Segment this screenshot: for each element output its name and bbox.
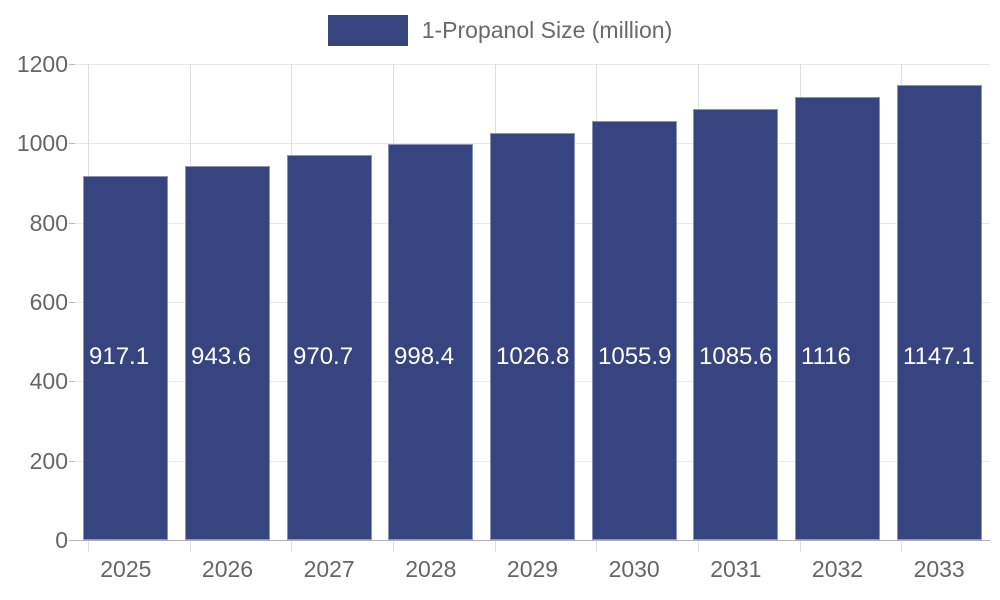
bar-value-label: 1085.6 xyxy=(699,343,773,370)
x-tick-label: 2028 xyxy=(405,556,457,582)
bar-value-label: 1147.1 xyxy=(903,343,975,370)
y-tick-label: 800 xyxy=(29,209,68,236)
y-tick-mark xyxy=(69,64,75,65)
bar[interactable] xyxy=(693,109,778,540)
y-tick-label: 0 xyxy=(55,527,68,553)
y-tick-mark xyxy=(69,460,75,462)
x-tick-label: 2032 xyxy=(811,556,864,582)
x-tick-label: 2026 xyxy=(201,556,254,582)
y-tick-label: 200 xyxy=(29,447,68,474)
y-tick-label: 600 xyxy=(29,289,68,315)
bar-value-label: 998.4 xyxy=(394,343,455,370)
x-tick-label: 2033 xyxy=(913,556,965,582)
y-gridline xyxy=(75,64,990,65)
plot-area: 917.1 943.6 970.7 998.4 1026.8 1055.9 1085.6 11… xyxy=(75,64,990,552)
x-tick-label: 2030 xyxy=(608,556,660,582)
bar-value-label: 1026.8 xyxy=(496,343,570,370)
bar[interactable] xyxy=(592,121,677,540)
y-tick-mark xyxy=(69,540,75,541)
bar[interactable] xyxy=(287,154,372,540)
bar[interactable] xyxy=(897,84,982,540)
x-tick-label: 2031 xyxy=(710,556,762,582)
legend-swatch-icon xyxy=(327,14,408,46)
bar-value-label: 1116 xyxy=(801,343,851,370)
legend-item-0[interactable]: 1-Propanol Size (million) xyxy=(327,14,673,46)
y-tick-mark xyxy=(69,143,75,145)
chart-legend: 1-Propanol Size (million) xyxy=(0,10,1000,50)
bar[interactable] xyxy=(490,132,575,540)
y-tick-mark xyxy=(69,222,75,224)
bar-value-label: 970.7 xyxy=(293,343,354,370)
legend-item-label: 1-Propanol Size (million) xyxy=(421,16,673,43)
y-axis: 0 200 400 600 800 1000 1200 xyxy=(0,0,75,600)
bar[interactable] xyxy=(83,176,168,540)
x-tick-label: 2025 xyxy=(100,556,152,582)
bar[interactable] xyxy=(388,143,473,540)
y-tick-label: 400 xyxy=(29,368,68,395)
bar-value-label: 917.1 xyxy=(89,343,150,370)
x-tick-label: 2029 xyxy=(506,556,559,582)
y-tick-label: 1000 xyxy=(16,130,68,157)
y-tick-label: 1200 xyxy=(16,51,68,77)
bar-value-label: 943.6 xyxy=(191,343,252,370)
x-tick-label: 2027 xyxy=(303,556,355,582)
bar-value-label: 1055.9 xyxy=(598,343,672,370)
bar[interactable] xyxy=(795,97,880,540)
bar[interactable] xyxy=(185,165,270,540)
y-tick-mark xyxy=(69,381,75,383)
y-tick-mark xyxy=(69,302,75,303)
x-axis-line xyxy=(75,540,990,541)
